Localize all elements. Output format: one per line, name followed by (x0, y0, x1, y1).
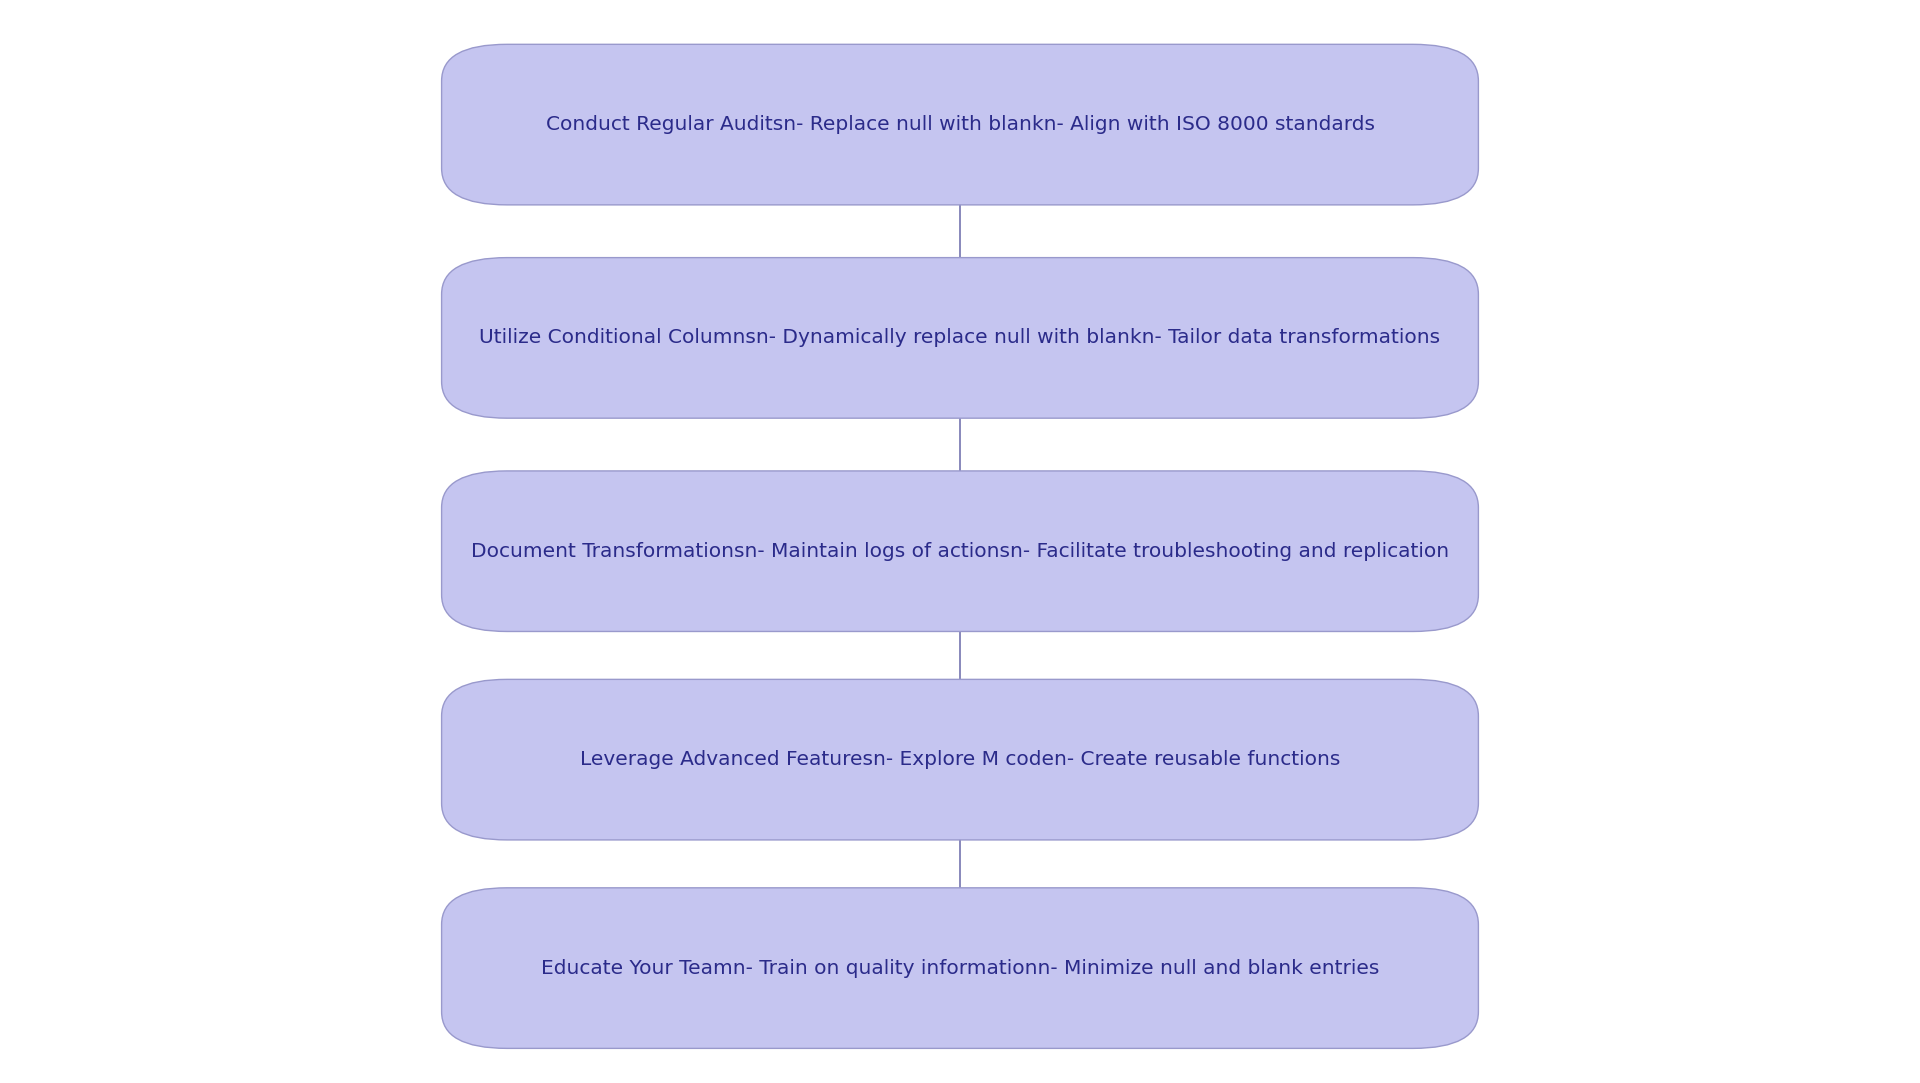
Text: Educate Your Teamn- Train on quality informationn- Minimize null and blank entri: Educate Your Teamn- Train on quality inf… (541, 958, 1379, 978)
FancyBboxPatch shape (442, 258, 1478, 418)
Text: Conduct Regular Auditsn- Replace null with blankn- Align with ISO 8000 standards: Conduct Regular Auditsn- Replace null wi… (545, 115, 1375, 134)
FancyBboxPatch shape (442, 888, 1478, 1048)
FancyBboxPatch shape (442, 471, 1478, 631)
FancyBboxPatch shape (442, 679, 1478, 840)
Text: Document Transformationsn- Maintain logs of actionsn- Facilitate troubleshooting: Document Transformationsn- Maintain logs… (470, 542, 1450, 561)
FancyBboxPatch shape (442, 44, 1478, 205)
Text: Leverage Advanced Featuresn- Explore M coden- Create reusable functions: Leverage Advanced Featuresn- Explore M c… (580, 751, 1340, 769)
Text: Utilize Conditional Columnsn- Dynamically replace null with blankn- Tailor data : Utilize Conditional Columnsn- Dynamicall… (480, 328, 1440, 348)
